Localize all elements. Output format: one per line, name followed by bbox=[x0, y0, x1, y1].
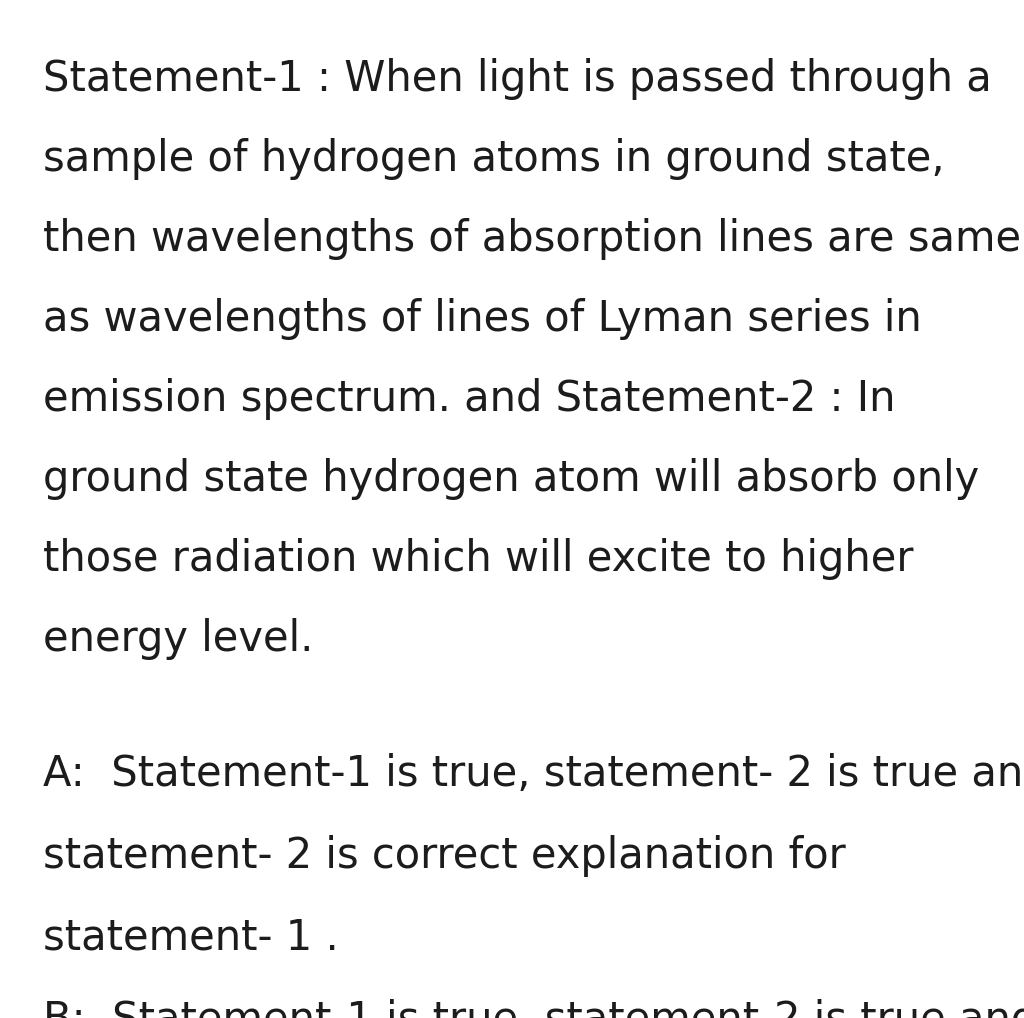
Text: statement- 1 .: statement- 1 . bbox=[43, 917, 339, 959]
Text: statement- 2 is correct explanation for: statement- 2 is correct explanation for bbox=[43, 835, 846, 876]
Text: those radiation which will excite to higher: those radiation which will excite to hig… bbox=[43, 538, 913, 580]
Text: Statement-1 : When light is passed through a: Statement-1 : When light is passed throu… bbox=[43, 58, 992, 100]
Text: A:  Statement-1 is true, statement- 2 is true and: A: Statement-1 is true, statement- 2 is … bbox=[43, 753, 1024, 795]
Text: energy level.: energy level. bbox=[43, 618, 313, 660]
Text: sample of hydrogen atoms in ground state,: sample of hydrogen atoms in ground state… bbox=[43, 138, 944, 180]
Text: B:  Statement-1 is true, statement-2 is true and: B: Statement-1 is true, statement-2 is t… bbox=[43, 999, 1024, 1018]
Text: then wavelengths of absorption lines are same: then wavelengths of absorption lines are… bbox=[43, 218, 1021, 260]
Text: emission spectrum. and Statement-2 : In: emission spectrum. and Statement-2 : In bbox=[43, 378, 896, 420]
Text: ground state hydrogen atom will absorb only: ground state hydrogen atom will absorb o… bbox=[43, 458, 979, 500]
Text: as wavelengths of lines of Lyman series in: as wavelengths of lines of Lyman series … bbox=[43, 298, 922, 340]
